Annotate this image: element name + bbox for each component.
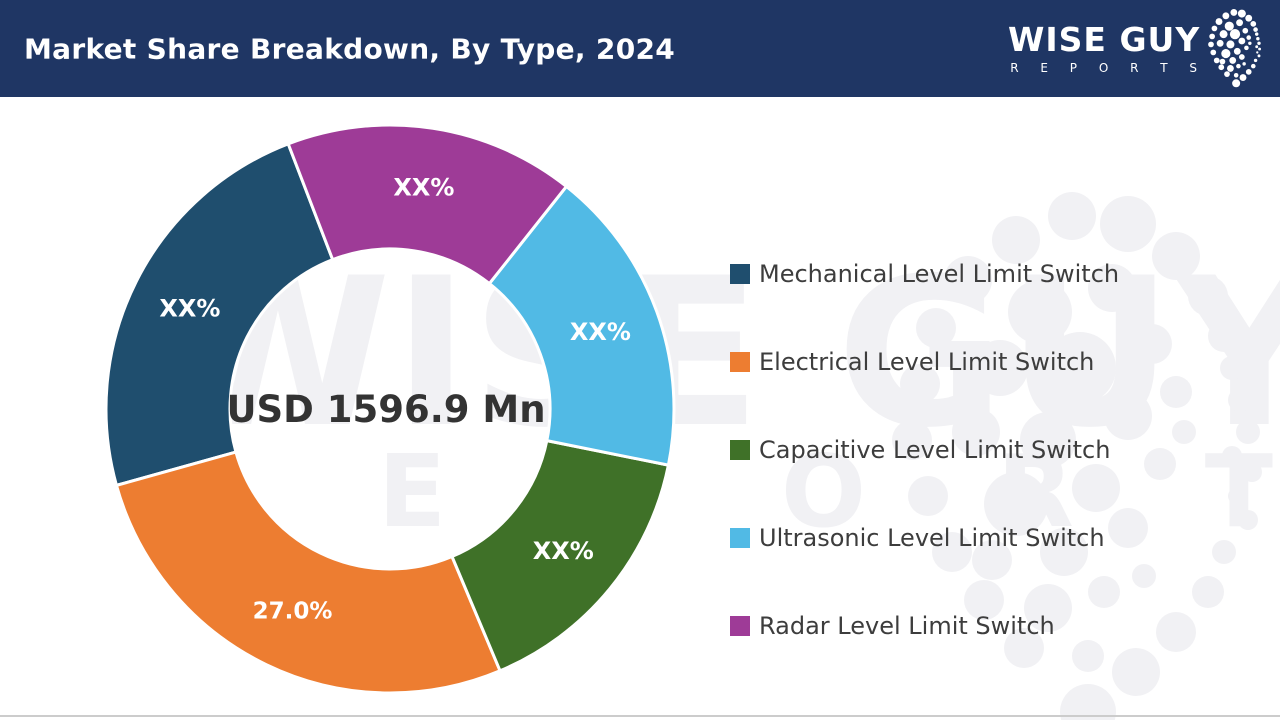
legend-item: Capacitive Level Limit Switch: [730, 434, 1119, 466]
donut-slice-capacitive-level-limit-switch: [450, 439, 670, 673]
legend-swatch: [730, 440, 750, 460]
brand-face-icon: [1206, 9, 1264, 89]
slice-label-ultrasonic-level-limit-switch: XX%: [570, 318, 631, 346]
legend-label: Electrical Level Limit Switch: [759, 348, 1095, 376]
legend-swatch: [730, 352, 750, 372]
header: Market Share Breakdown, By Type, 2024: [0, 0, 1280, 97]
legend-item: Electrical Level Limit Switch: [730, 346, 1119, 378]
legend-swatch: [730, 528, 750, 548]
footer-divider: [0, 715, 1280, 717]
legend-item: Mechanical Level Limit Switch: [730, 258, 1119, 290]
slice-label-radar-level-limit-switch: XX%: [393, 174, 454, 202]
legend-item: Ultrasonic Level Limit Switch: [730, 522, 1119, 554]
brand-logo: WISE GUY R E P O R T S: [1006, 6, 1264, 92]
chart-legend: Mechanical Level Limit Switch Electrical…: [730, 258, 1119, 698]
donut-slice-ultrasonic-level-limit-switch: [487, 184, 676, 467]
brand-name: WISE GUY: [1007, 20, 1201, 59]
legend-item: Radar Level Limit Switch: [730, 610, 1119, 642]
donut-center-value: USD 1596.9 Mn: [226, 388, 545, 431]
legend-label: Radar Level Limit Switch: [759, 612, 1055, 640]
page-title: Market Share Breakdown, By Type, 2024: [24, 32, 676, 65]
donut-slice-mechanical-level-limit-switch: [104, 142, 335, 487]
slice-label-mechanical-level-limit-switch: XX%: [159, 294, 220, 322]
brand-logo-text: WISE GUY R E P O R T S: [1006, 22, 1202, 76]
legend-label: Mechanical Level Limit Switch: [759, 260, 1120, 288]
legend-swatch: [730, 264, 750, 284]
legend-label: Ultrasonic Level Limit Switch: [759, 524, 1105, 552]
slice-label-electrical-level-limit-switch: 27.0%: [253, 599, 333, 625]
brand-subtitle: R E P O R T S: [1010, 61, 1206, 75]
legend-label: Capacitive Level Limit Switch: [759, 436, 1111, 464]
slice-label-capacitive-level-limit-switch: XX%: [533, 537, 594, 565]
legend-swatch: [730, 616, 750, 636]
donut-slice-radar-level-limit-switch: [286, 123, 568, 286]
donut-slice-electrical-level-limit-switch: [114, 450, 502, 695]
